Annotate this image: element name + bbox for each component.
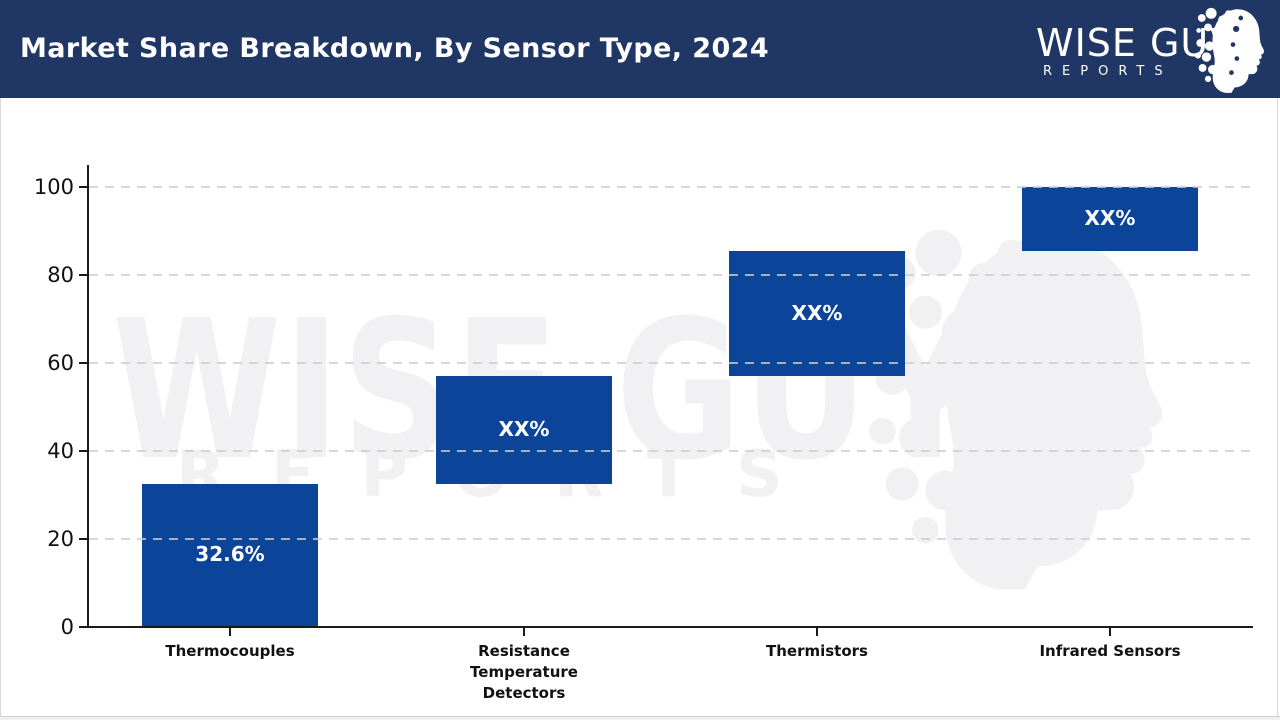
x-tick [1109,628,1111,636]
y-tick-label-40: 40 [47,439,74,463]
y-tick-100 [79,186,87,188]
x-axis-line [87,626,1253,628]
bar-segment [436,376,612,484]
x-axis-label: Thermistors [766,642,868,660]
gridline-100 [89,186,1253,188]
y-tick-0 [79,626,87,628]
bar-segment [729,250,905,377]
bar-segment [142,483,318,627]
card-right-border [1277,98,1278,716]
gridline-20 [89,538,1253,540]
y-tick-label-0: 0 [60,615,74,639]
footer-strip [0,717,1280,720]
gridline-80 [89,274,1253,276]
y-tick-80 [79,274,87,276]
x-axis-label: Resistance Temperature Detectors [470,642,578,702]
page-title: Market Share Breakdown, By Sensor Type, … [20,33,769,64]
bar-segment [1022,187,1198,251]
y-axis-line [87,165,89,628]
logo-reports-text: REPORTS [1043,64,1173,79]
y-tick-40 [79,450,87,452]
y-tick-label-20: 20 [47,527,74,551]
bar-value-label: 32.6% [195,542,265,567]
x-axis-label: Infrared Sensors [1039,642,1181,660]
bar-value-label: XX% [791,300,843,325]
bar-value-label: XX% [1084,205,1136,230]
card-bottom-border [0,716,1280,717]
x-tick [816,628,818,636]
logo-head-icon [1194,7,1265,93]
x-axis-label: Thermocouples [165,642,295,660]
x-tick [523,628,525,636]
y-tick-20 [79,538,87,540]
x-tick [229,628,231,636]
card-left-border [0,98,1,716]
header-bar: Market Share Breakdown, By Sensor Type, … [0,0,1280,98]
y-tick-label-100: 100 [33,175,74,199]
y-tick-label-80: 80 [47,263,74,287]
gridline-60 [89,362,1253,364]
watermark-head-icon [869,229,1163,590]
y-tick-label-60: 60 [47,351,74,375]
gridline-40 [89,450,1253,452]
bar-value-label: XX% [498,416,550,441]
y-tick-60 [79,362,87,364]
